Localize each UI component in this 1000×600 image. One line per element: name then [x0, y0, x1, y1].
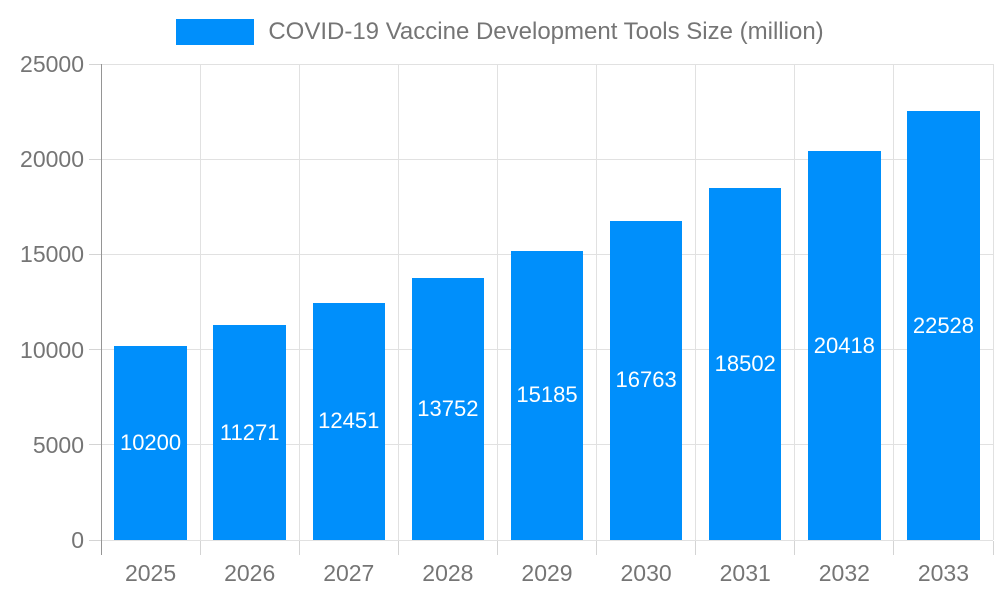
- bar[interactable]: 15185: [510, 250, 584, 540]
- x-axis-tick-label: 2029: [521, 560, 573, 586]
- y-axis-tick-label: 5000: [32, 431, 84, 458]
- x-axis-tick-label: 2032: [818, 560, 870, 586]
- y-axis-tick: [89, 253, 101, 255]
- bar-value-label: 16763: [615, 367, 677, 393]
- y-axis-tick: [89, 539, 101, 541]
- legend-swatch-icon: [176, 19, 255, 45]
- y-axis-line: [101, 64, 102, 541]
- y-axis-tick: [89, 63, 101, 65]
- bar-value-label: 18502: [714, 350, 776, 376]
- x-gridline: [794, 64, 796, 540]
- y-axis-tick-label: 15000: [20, 241, 84, 268]
- x-axis-tick: [496, 541, 498, 555]
- bar[interactable]: 12451: [312, 302, 385, 540]
- y-axis-tick: [89, 158, 101, 160]
- x-axis-tick: [100, 541, 102, 555]
- x-gridline: [298, 64, 300, 540]
- bar-value-label: 12451: [318, 408, 380, 434]
- x-axis-tick: [596, 541, 598, 555]
- bar[interactable]: 20418: [808, 151, 881, 540]
- y-axis-tick-label: 20000: [20, 146, 84, 173]
- bar-value-label: 15185: [516, 382, 578, 408]
- y-gridline: [101, 539, 993, 541]
- x-axis-tick-label: 2033: [917, 560, 970, 586]
- bar-value-label: 22528: [912, 312, 975, 338]
- y-gridline: [101, 63, 993, 65]
- x-axis-tick: [695, 541, 697, 555]
- bar-value-label: 13752: [417, 396, 479, 422]
- x-gridline: [496, 64, 498, 540]
- x-gridline: [893, 64, 895, 540]
- bar-value-label: 11271: [219, 419, 280, 445]
- x-axis-tick-label: 2025: [124, 560, 177, 586]
- plot-area: 10200 11271 12451 13752 15185 16763 18502 20418…: [101, 63, 994, 541]
- x-axis-tick: [992, 541, 994, 555]
- x-axis-tick-label: 2027: [323, 560, 375, 586]
- x-gridline: [397, 64, 399, 540]
- y-axis-tick-label: 0: [71, 527, 84, 553]
- x-gridline: [695, 64, 697, 540]
- bar-value-label: 20418: [813, 332, 875, 358]
- y-axis-tick-label: 10000: [20, 336, 84, 363]
- x-gridline: [596, 64, 598, 540]
- x-axis-tick: [298, 541, 300, 555]
- x-axis-tick: [893, 541, 895, 555]
- x-axis-tick-label: 2031: [719, 560, 771, 586]
- y-axis-tick-label: 25000: [20, 51, 84, 77]
- x-axis-tick-label: 2028: [422, 560, 474, 586]
- x-gridline: [199, 64, 201, 540]
- x-axis-tick-label: 2030: [620, 560, 672, 586]
- bar[interactable]: 16763: [609, 220, 683, 540]
- legend-label: COVID-19 Vaccine Development Tools Size …: [268, 18, 824, 45]
- y-gridline: [101, 158, 993, 160]
- bar[interactable]: 13752: [411, 278, 485, 540]
- y-axis-tick: [89, 444, 101, 446]
- chart-legend[interactable]: COVID-19 Vaccine Development Tools Size …: [0, 12, 1000, 52]
- bar[interactable]: 11271: [213, 325, 286, 540]
- x-axis-tick-label: 2026: [224, 560, 276, 586]
- bar[interactable]: 18502: [709, 187, 782, 540]
- x-gridline: [992, 64, 994, 540]
- y-axis-tick: [89, 349, 101, 351]
- x-axis-tick: [397, 541, 399, 555]
- bar-value-label: 10200: [119, 429, 182, 455]
- x-axis-tick: [199, 541, 201, 555]
- x-axis-tick: [794, 541, 796, 555]
- bar[interactable]: 10200: [114, 345, 187, 540]
- bar[interactable]: 22528: [907, 111, 980, 540]
